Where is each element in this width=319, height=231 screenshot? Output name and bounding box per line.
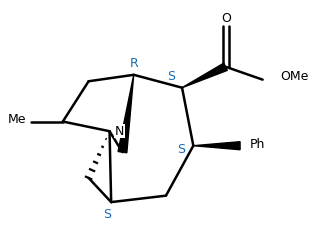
Polygon shape <box>118 75 134 153</box>
Text: Ph: Ph <box>250 138 265 151</box>
Text: O: O <box>221 12 231 25</box>
Text: S: S <box>103 209 111 222</box>
Text: S: S <box>167 70 175 83</box>
Polygon shape <box>193 142 240 150</box>
Text: S: S <box>177 143 185 156</box>
Text: Me: Me <box>8 113 26 126</box>
Polygon shape <box>182 63 227 88</box>
Text: R: R <box>130 57 139 70</box>
Text: N: N <box>115 125 124 138</box>
Text: OMe: OMe <box>280 70 309 83</box>
